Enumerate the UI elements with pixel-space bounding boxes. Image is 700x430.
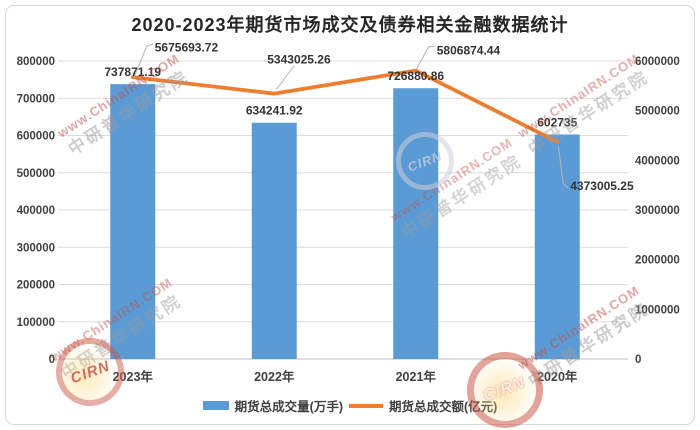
right-axis-tick-label: 5000000: [635, 106, 680, 118]
leader-line: [557, 145, 569, 189]
leader-line: [133, 43, 153, 79]
line-series: [130, 68, 560, 144]
left-axis-tick-label: 100000: [17, 317, 55, 329]
chart-title: 2020-2023年期货市场成交及债券相关金融数据统计: [131, 15, 569, 35]
left-axis-tick-label: 400000: [17, 205, 55, 217]
left-axis-tick-label: 200000: [17, 280, 55, 292]
bar-value-label: 726880.86: [387, 69, 444, 83]
legend-label-turnover: 期货总成交额(亿元): [389, 400, 498, 414]
right-axis-tick-label: 6000000: [635, 56, 680, 68]
category-label: 2022年: [254, 369, 295, 384]
line-value-label: 4373005.25: [570, 179, 634, 193]
left-axis-tick-label: 500000: [17, 168, 55, 180]
left-axis-tick-label: 300000: [17, 242, 55, 254]
leader-line: [416, 46, 435, 69]
bar-value-label: 737871.19: [104, 65, 161, 79]
line-value-label: 5806874.44: [437, 44, 501, 58]
right-axis-tick-label: 3000000: [635, 205, 680, 217]
line-value-label: 5675693.72: [155, 41, 219, 55]
bar-2021年: [393, 88, 439, 359]
left-axis-tick-label: 700000: [17, 93, 55, 105]
legend-item-volume: 期货总成交量(万手): [202, 396, 343, 415]
category-label: 2023年: [113, 369, 154, 384]
right-axis-tick-label: 2000000: [635, 255, 680, 267]
legend-label-volume: 期货总成交量(万手): [234, 400, 343, 414]
line-series-swatch-icon: [349, 403, 383, 408]
legend: 期货总成交量(万手) 期货总成交额(亿元): [0, 396, 700, 415]
bar-value-label: 602735: [537, 115, 577, 129]
line-value-label: 5343025.26: [267, 53, 331, 67]
legend-item-turnover: 期货总成交额(亿元): [349, 396, 497, 415]
category-label: 2020年: [537, 369, 578, 384]
right-axis-tick-label: 4000000: [635, 155, 680, 167]
category-label: 2021年: [396, 369, 437, 384]
bar-series-swatch-icon: [202, 401, 229, 410]
right-axis-tick-label: 0: [635, 354, 641, 366]
left-axis-tick-label: 0: [49, 354, 55, 366]
left-axis-tick-label: 600000: [17, 131, 55, 143]
right-axis-tick-label: 1000000: [635, 304, 680, 316]
bar-2023年: [110, 84, 156, 360]
left-axis-tick-label: 800000: [17, 56, 55, 68]
bar-2020年: [534, 134, 580, 359]
bar-2022年: [251, 122, 297, 359]
leader-line: [275, 65, 295, 90]
bar-value-label: 634241.92: [246, 104, 303, 118]
